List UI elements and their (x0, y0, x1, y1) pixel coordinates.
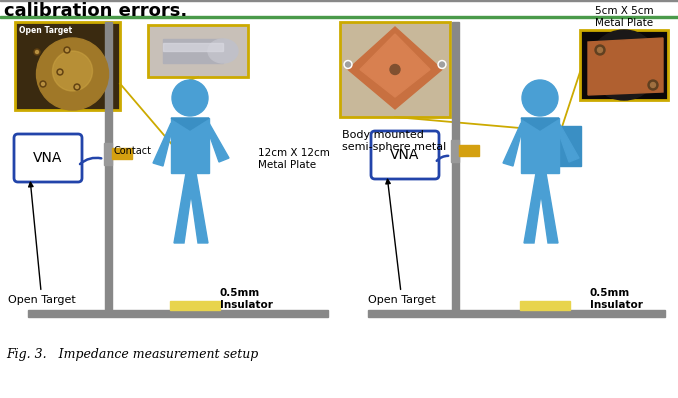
FancyBboxPatch shape (14, 134, 82, 182)
Bar (368, 310, 665, 317)
Polygon shape (538, 173, 558, 243)
Bar (28, 310, 328, 317)
Polygon shape (153, 123, 173, 166)
FancyBboxPatch shape (371, 131, 439, 179)
Circle shape (75, 86, 79, 88)
Text: Fig. 3.   Impedance measurement setup: Fig. 3. Impedance measurement setup (6, 348, 258, 361)
Bar (521, 118, 559, 173)
Bar (104, 22, 111, 316)
Polygon shape (588, 38, 663, 95)
Circle shape (597, 47, 603, 53)
Polygon shape (188, 173, 208, 243)
Circle shape (52, 51, 92, 91)
Ellipse shape (208, 39, 238, 63)
Circle shape (34, 49, 40, 55)
Text: 12cm X 12cm
Metal Plate: 12cm X 12cm Metal Plate (258, 148, 330, 170)
Circle shape (438, 60, 446, 68)
Circle shape (35, 51, 39, 53)
Text: 0.5mm
Insulator: 0.5mm Insulator (220, 288, 273, 310)
Bar (451, 140, 459, 162)
Bar (0, 16, 678, 18)
Circle shape (66, 49, 68, 51)
Polygon shape (174, 173, 194, 243)
Bar (0, 0, 678, 1)
Bar (15, 22, 120, 110)
Text: VNA: VNA (33, 151, 62, 165)
Polygon shape (521, 118, 559, 130)
Circle shape (58, 70, 62, 74)
Circle shape (172, 80, 208, 116)
Text: 5cm X 5cm
Metal Plate: 5cm X 5cm Metal Plate (595, 6, 654, 28)
Bar (559, 126, 581, 166)
Circle shape (346, 62, 351, 67)
Circle shape (439, 62, 445, 67)
Circle shape (74, 84, 80, 90)
Text: Open Target: Open Target (19, 26, 72, 35)
Text: VNA: VNA (391, 148, 420, 162)
Bar (520, 301, 570, 310)
Bar (112, 148, 132, 159)
Polygon shape (524, 173, 544, 243)
Circle shape (40, 81, 46, 87)
Bar (340, 22, 450, 117)
Polygon shape (557, 123, 579, 162)
Polygon shape (503, 123, 523, 166)
Text: Contact: Contact (114, 146, 152, 156)
Polygon shape (360, 34, 430, 97)
Circle shape (522, 80, 558, 116)
Circle shape (41, 82, 45, 86)
Bar (163, 39, 223, 63)
Polygon shape (207, 123, 229, 162)
Text: Open Target: Open Target (8, 182, 76, 305)
Circle shape (57, 69, 63, 75)
Circle shape (64, 47, 70, 53)
Circle shape (344, 60, 352, 68)
Bar (452, 22, 458, 316)
Polygon shape (348, 27, 442, 109)
Circle shape (589, 30, 659, 100)
Bar (0, 18, 678, 338)
Text: Open Target: Open Target (368, 179, 436, 305)
Text: Body mounted
semi-sphere metal: Body mounted semi-sphere metal (342, 130, 446, 152)
Circle shape (390, 64, 400, 74)
Bar (104, 143, 112, 165)
Polygon shape (171, 118, 209, 130)
Text: calibration errors.: calibration errors. (4, 2, 187, 20)
Bar (171, 118, 209, 173)
Bar (148, 25, 248, 77)
Bar (163, 43, 223, 51)
Bar (459, 145, 479, 156)
Text: 0.5mm
Insulator: 0.5mm Insulator (590, 288, 643, 310)
Circle shape (595, 45, 605, 55)
Bar (580, 30, 668, 100)
Circle shape (650, 82, 656, 88)
Circle shape (37, 38, 108, 110)
Circle shape (648, 80, 658, 90)
Bar (170, 301, 220, 310)
